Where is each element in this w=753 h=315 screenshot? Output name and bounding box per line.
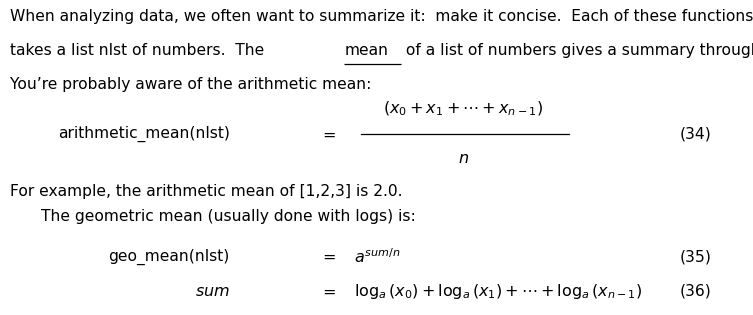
Text: geo_mean(nlst): geo_mean(nlst) [108,249,230,265]
Text: $\log_a(x_0) + \log_a(x_1) + \cdots + \log_a(x_{n-1})$: $\log_a(x_0) + \log_a(x_1) + \cdots + \l… [354,282,642,301]
Text: When analyzing data, we often want to summarize it:  make it concise.  Each of t: When analyzing data, we often want to su… [10,9,753,25]
Text: (35): (35) [680,249,712,264]
Text: (34): (34) [680,126,712,141]
Text: The geometric mean (usually done with logs) is:: The geometric mean (usually done with lo… [41,209,416,225]
Text: $=$: $=$ [319,126,336,141]
Text: mean: mean [344,43,388,58]
Text: For example, the arithmetic mean of [1,2,3] is 2.0.: For example, the arithmetic mean of [1,2… [10,184,402,199]
Text: (36): (36) [680,284,712,299]
Text: $=$: $=$ [319,249,336,264]
Text: arithmetic_mean(nlst): arithmetic_mean(nlst) [58,126,230,142]
Text: $=$: $=$ [319,284,336,299]
Text: $n$: $n$ [458,151,468,166]
Text: $(x_0 + x_1 + \cdots + x_{n-1})$: $(x_0 + x_1 + \cdots + x_{n-1})$ [383,100,543,118]
Text: of a list of numbers gives a summary through one number.: of a list of numbers gives a summary thr… [401,43,753,58]
Text: takes a list nlst of numbers.  The: takes a list nlst of numbers. The [10,43,269,58]
Text: $sum$: $sum$ [195,284,230,299]
Text: You’re probably aware of the arithmetic mean:: You’re probably aware of the arithmetic … [10,77,371,92]
Text: $a^{sum/n}$: $a^{sum/n}$ [354,247,401,266]
